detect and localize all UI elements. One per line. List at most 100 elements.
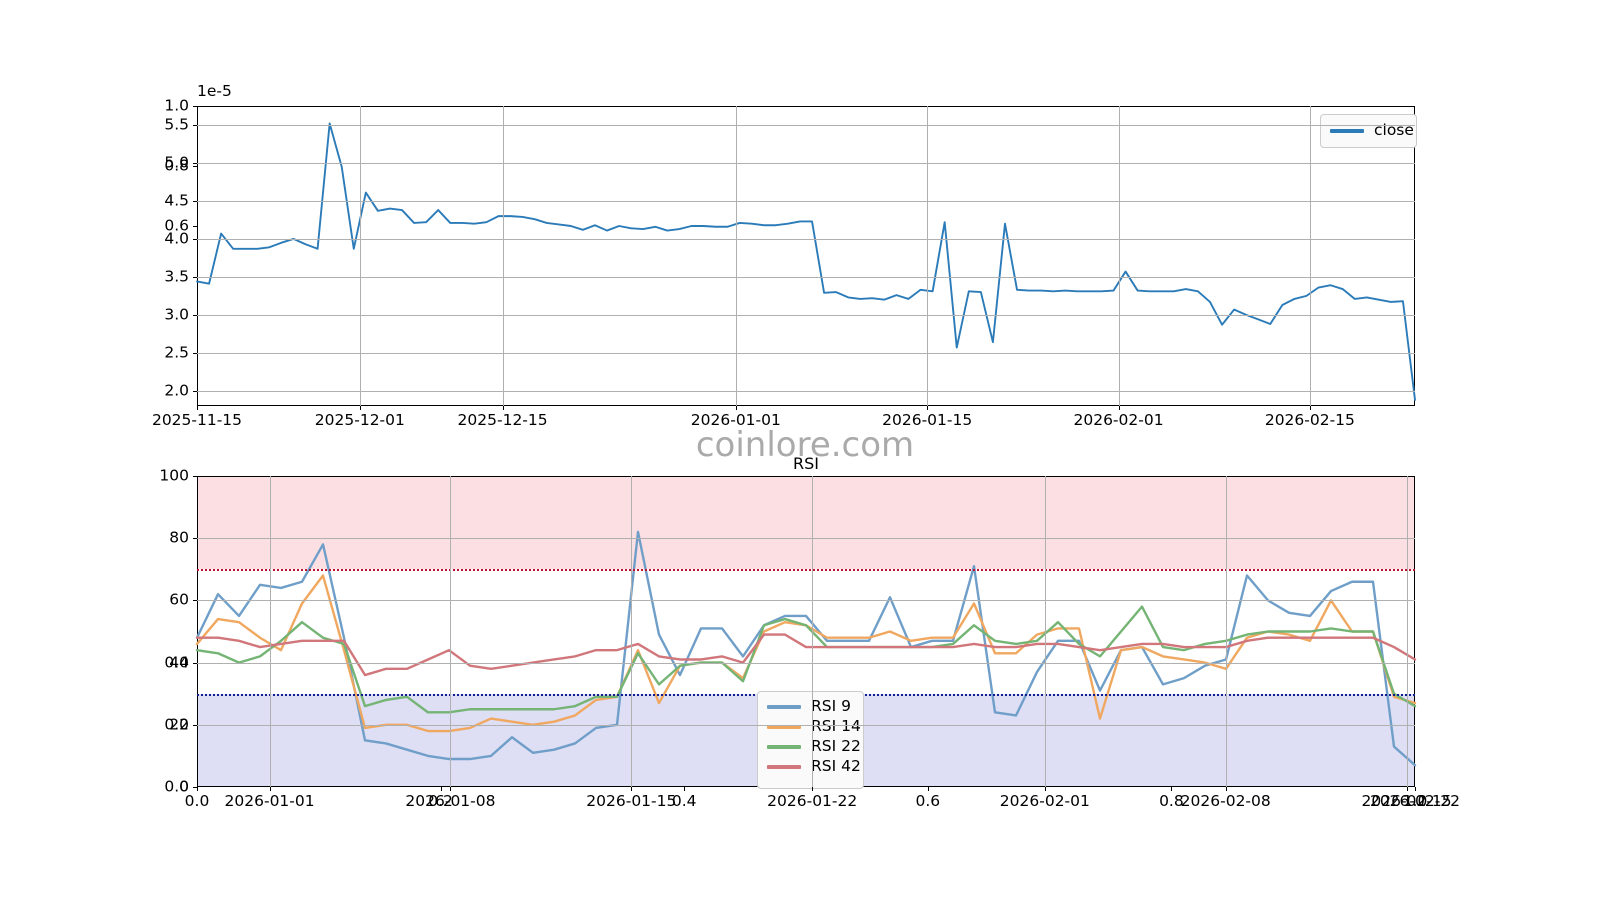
price-x-tick-0-tick <box>197 406 198 410</box>
rsi-gridline-x-2 <box>631 476 633 787</box>
rsi-x-overlay-tick-0.4-tick <box>684 787 686 791</box>
price-x-tick-1: 2025-12-01 <box>314 411 405 429</box>
price-x-tick-3: 2026-01-01 <box>690 411 781 429</box>
coinlore-watermark: coinlore.com <box>695 425 915 465</box>
rsi-x-tick-3: 2026-01-22 <box>767 792 858 810</box>
price-gridline-y-4.0 <box>197 238 1415 240</box>
rsi-x-tick-0: 2026-01-01 <box>224 792 315 810</box>
price-y-tick-3.5: 3.5 <box>164 267 189 286</box>
price-x-tick-0: 2025-11-15 <box>151 411 243 429</box>
price-y-tick-4.5: 4.5 <box>164 191 189 210</box>
price-y-tick-2.5-tick <box>193 352 197 354</box>
legend-item-rsi14[interactable]: RSI 14 <box>767 717 861 737</box>
rsi-y-tick-80: 80 <box>169 528 189 547</box>
price-y-tick-2.0-tick <box>193 390 197 392</box>
price-x-tick-5-tick <box>1118 406 1120 410</box>
rsi-x-tick-4: 2026-02-01 <box>999 792 1090 810</box>
price-y-tick-5.5: 5.5 <box>164 115 189 134</box>
rsi-y-tick-80-tick <box>193 538 197 540</box>
price-gridline-x-4 <box>927 106 929 406</box>
rsi9-line-swatch <box>767 705 801 709</box>
rsi-gridline-x-3 <box>812 476 814 787</box>
price-x-tick-6: 2026-02-15 <box>1264 411 1355 429</box>
rsi-y-tick-40: 40 <box>169 652 189 671</box>
rsi-line-rsi-22 <box>195 605 1417 714</box>
rsi-x-tick-2-tick <box>631 787 633 791</box>
legend-item-close[interactable]: close <box>1330 121 1414 141</box>
rsi-gridline-x-6 <box>1406 476 1408 787</box>
rsi-gridline-y-80 <box>197 538 1415 540</box>
rsi-x-tick-5: 2026-02-08 <box>1180 792 1271 810</box>
rsi-x-tick-1-tick <box>450 787 452 791</box>
rsi-x-tick-6: 2026-02-15 <box>1361 792 1452 810</box>
rsi-x-tick-1: 2026-01-08 <box>405 792 496 810</box>
rsi14-line-swatch <box>767 725 801 729</box>
rsi-x-tick-4-tick <box>1044 787 1046 791</box>
price-line-series <box>196 122 1416 401</box>
price-y-overlay-tick-1.0-tick <box>193 106 197 107</box>
price-y-tick-4.0: 4.0 <box>164 229 189 248</box>
price-x-tick-2: 2025-12-15 <box>457 411 548 429</box>
rsi-x-overlay-tick-0.2-tick <box>440 787 442 791</box>
rsi-y-tick-60: 60 <box>169 590 189 609</box>
rsi-gridline-y-60 <box>197 600 1415 602</box>
rsi-y-overlay-tick-0.0: 0.0 <box>164 777 189 796</box>
price-legend[interactable]: close <box>1320 114 1417 148</box>
legend-label-rsi9: RSI 9 <box>811 697 851 716</box>
rsi-x-tick-3-tick <box>812 787 814 791</box>
price-y-tick-2.0: 2.0 <box>164 381 189 400</box>
price-gridline-y-4.5 <box>197 200 1415 202</box>
rsi42-line-swatch <box>767 765 801 769</box>
close-line-swatch <box>1330 129 1364 133</box>
price-gridline-y-5.5 <box>197 124 1415 126</box>
price-y-overlay-tick-0.8: 0.8 <box>164 156 189 175</box>
price-y-tick-2.5: 2.5 <box>164 343 189 362</box>
legend-item-rsi9[interactable]: RSI 9 <box>767 697 854 717</box>
price-x-tick-4-tick <box>927 406 929 410</box>
price-y-tick-4.0-tick <box>193 238 197 240</box>
rsi-gridline-x-5 <box>1225 476 1227 787</box>
price-gridline-y-3.5 <box>197 276 1415 278</box>
price-y-tick-3.5-tick <box>193 276 197 278</box>
price-y-tick-3.0: 3.0 <box>164 305 189 324</box>
rsi-x-overlay-tick-0.8: 0.8 <box>1159 792 1184 810</box>
legend-item-rsi42[interactable]: RSI 42 <box>767 757 861 777</box>
price-y-tick-4.5-tick <box>193 200 197 202</box>
price-x-tick-3-tick <box>735 406 737 410</box>
rsi-y-tick-100-tick <box>193 476 197 477</box>
price-x-tick-1-tick <box>359 406 361 410</box>
price-x-tick-5: 2026-02-01 <box>1073 411 1164 429</box>
price-gridline-y-2.5 <box>197 352 1415 354</box>
price-y-overlay-tick-0.6-tick <box>193 226 197 227</box>
legend-item-rsi22[interactable]: RSI 22 <box>767 737 861 757</box>
rsi-y-overlay-tick-0.2-tick <box>193 724 197 726</box>
rsi-x-overlay-tick-0.6-tick <box>927 787 929 791</box>
price-y-tick-5.0: 5.0 <box>164 153 189 172</box>
rsi-x-overlay-tick-0.2: 0.2 <box>428 792 453 810</box>
price-gridline-x-1 <box>359 106 361 406</box>
overbought-band <box>197 476 1415 570</box>
rsi-x-tick-6-tick <box>1406 787 1408 791</box>
rsi-gridline-x-1 <box>450 476 452 787</box>
price-y-offset-label: 1e-5 <box>197 82 232 100</box>
price-gridline-x-6 <box>1309 106 1311 406</box>
rsi-gridline-x-4 <box>1044 476 1046 787</box>
rsi-x-overlay-tick-0.6: 0.6 <box>915 792 941 810</box>
price-y-tick-3.0-tick <box>193 314 197 316</box>
rsi-y-tick-0: 0 <box>179 777 189 796</box>
legend-label-rsi14: RSI 14 <box>811 717 861 736</box>
rsi-legend[interactable]: RSI 9 RSI 14 RSI 22 RSI 42 <box>757 691 864 789</box>
price-x-tick-6-tick <box>1309 406 1311 410</box>
price-gridline-x-5 <box>1118 106 1120 406</box>
rsi-gridline-y-20 <box>197 724 1415 726</box>
price-x-tick-2-tick <box>502 406 504 410</box>
rsi-line-rsi-42 <box>195 633 1417 677</box>
rsi-line-series <box>195 530 1417 767</box>
price-gridline-x-3 <box>735 106 737 406</box>
rsi-y-overlay-tick-0.0-tick <box>193 787 197 788</box>
rsi-x-overlay-tick-1.0-tick <box>1415 787 1416 791</box>
price-gridline-y-2.0 <box>197 390 1415 392</box>
rsi-y-overlay-tick-0.4-tick <box>193 662 197 664</box>
rsi22-line-swatch <box>767 745 801 749</box>
